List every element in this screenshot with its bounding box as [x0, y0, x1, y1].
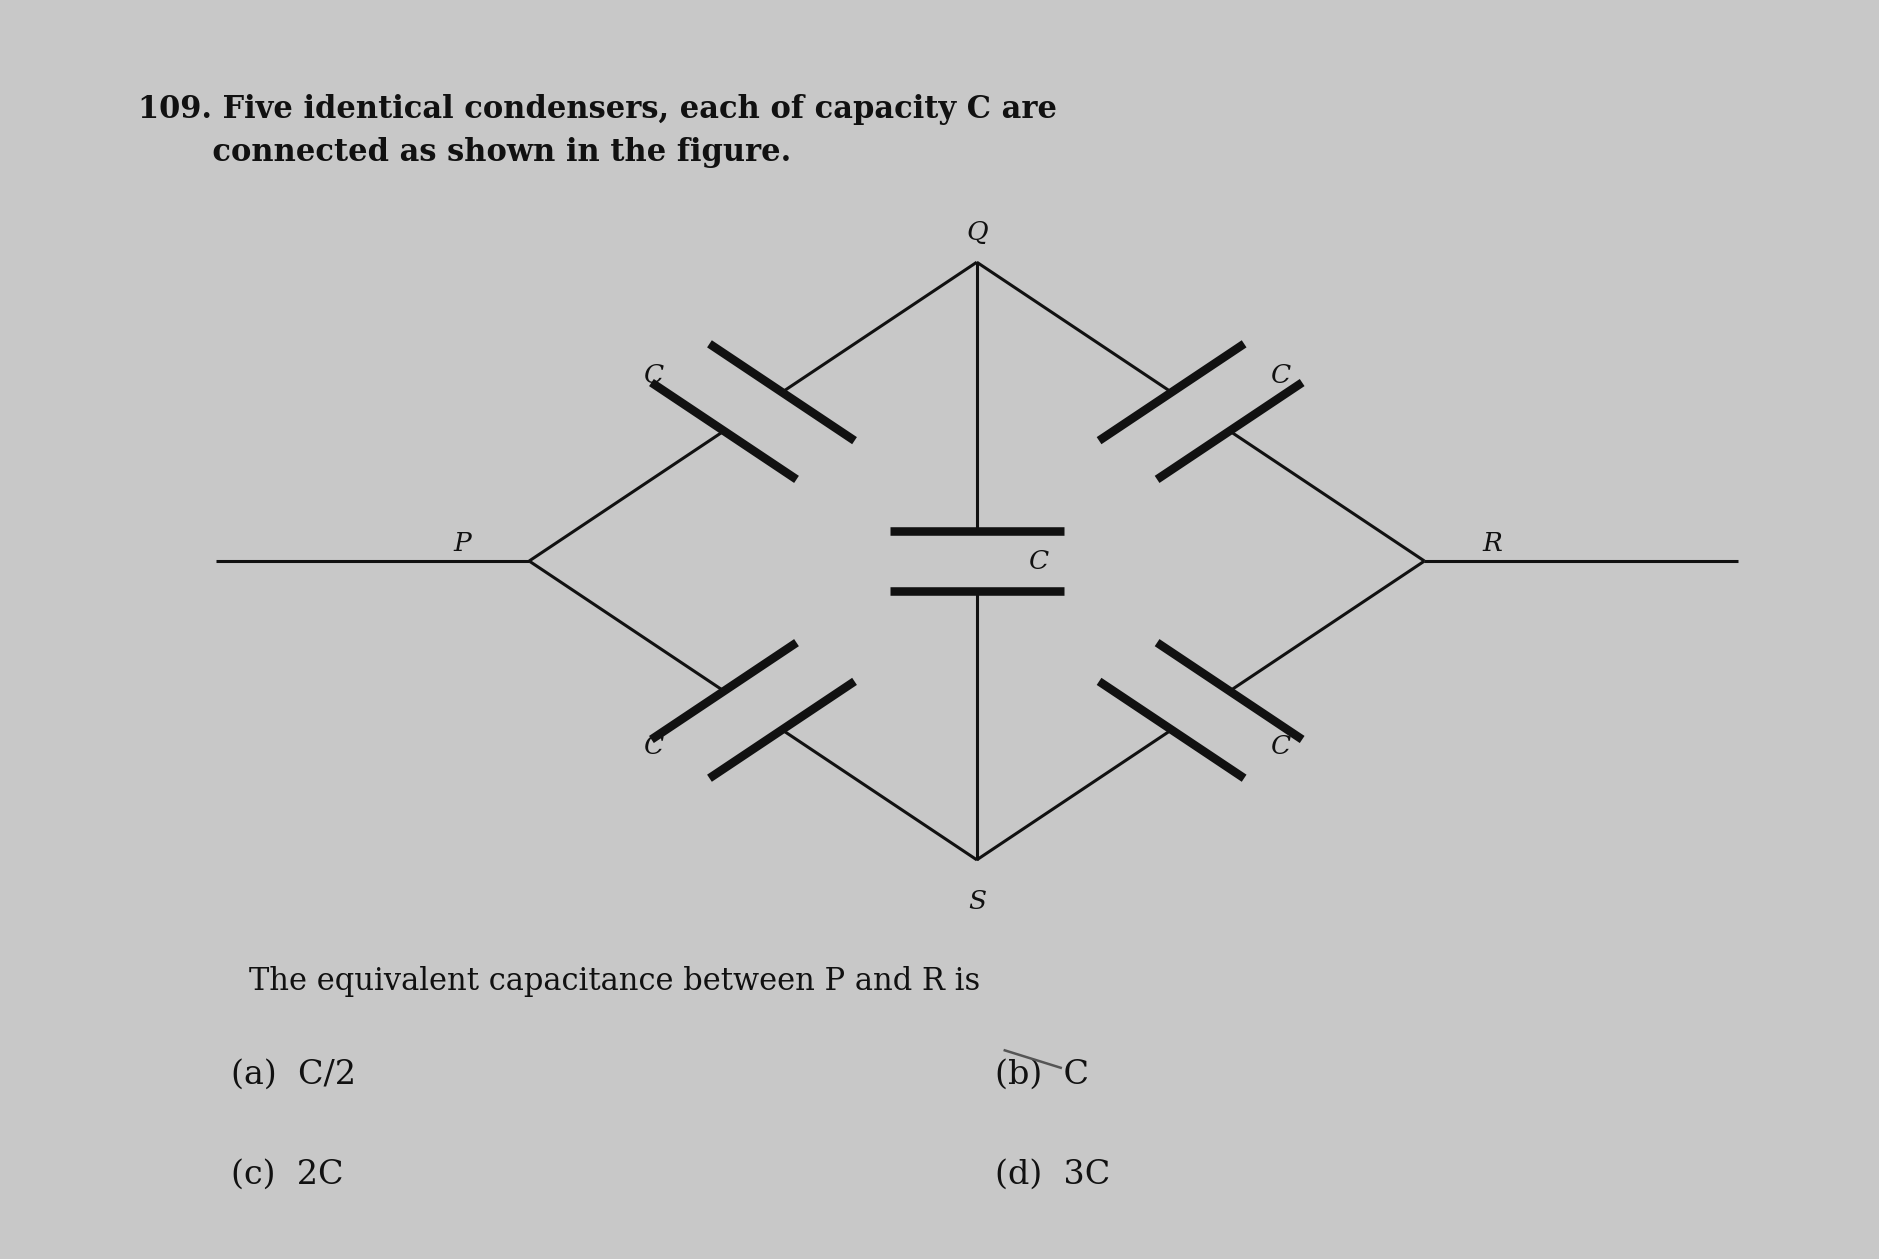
Text: C: C	[1030, 549, 1050, 574]
Text: S: S	[968, 889, 986, 914]
Text: 109. Five identical condensers, each of capacity C are
       connected as shown: 109. Five identical condensers, each of …	[137, 94, 1056, 169]
Text: (b)  C: (b) C	[996, 1059, 1090, 1092]
Text: (a)  C/2: (a) C/2	[231, 1059, 355, 1092]
Text: P: P	[453, 530, 472, 555]
Text: (c)  2C: (c) 2C	[231, 1158, 344, 1191]
Text: C: C	[644, 734, 665, 759]
Text: C: C	[1270, 734, 1291, 759]
Text: R: R	[1483, 530, 1503, 555]
Text: (d)  3C: (d) 3C	[996, 1158, 1110, 1191]
Text: Q: Q	[966, 220, 988, 244]
Text: C: C	[644, 364, 665, 388]
Text: C: C	[1270, 364, 1291, 388]
Text: The equivalent capacitance between P and R is: The equivalent capacitance between P and…	[250, 966, 981, 997]
